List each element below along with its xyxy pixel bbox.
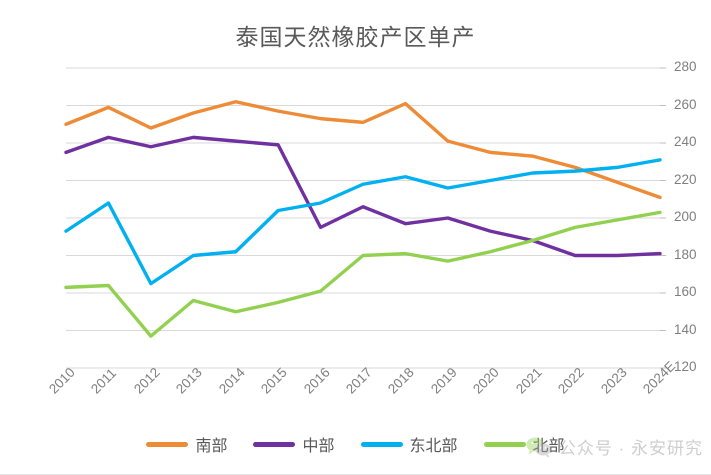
legend-swatch-icon xyxy=(483,441,526,447)
legend-label: 南部 xyxy=(195,438,228,455)
series-lines xyxy=(64,100,662,338)
gridlines xyxy=(66,67,666,369)
legend-item-北部[interactable]: 北部 xyxy=(483,432,565,456)
legend-item-南部[interactable]: 南部 xyxy=(146,432,227,456)
legend-label: 北部 xyxy=(532,438,565,455)
y-axis-tick-label: 260 xyxy=(674,96,697,112)
y-axis-tick-label: 220 xyxy=(674,171,697,187)
y-axis-tick-label: 200 xyxy=(674,209,697,224)
chart-title: 泰国天然橡胶产区单产 xyxy=(235,24,476,50)
legend-item-中部[interactable]: 中部 xyxy=(253,432,335,456)
series-line-北部 xyxy=(64,210,662,338)
series-line-中部 xyxy=(64,135,662,258)
legend-label: 东北部 xyxy=(409,438,458,455)
series-line-东北部 xyxy=(64,158,662,286)
y-axis-tick-label: 160 xyxy=(674,284,697,299)
legend-swatch-icon xyxy=(146,441,189,447)
legend-swatch-icon xyxy=(360,441,403,447)
series-line-南部 xyxy=(64,100,662,200)
y-axis-tick-label: 180 xyxy=(674,246,697,262)
y-axis-tick-label: 140 xyxy=(674,321,697,337)
legend-item-东北部[interactable]: 东北部 xyxy=(360,432,458,456)
y-axis-tick-label: 280 xyxy=(674,59,697,74)
chart-legend: 南部 中部 东北部 北部 xyxy=(0,432,711,456)
legend-swatch-icon xyxy=(253,441,296,447)
legend-label: 中部 xyxy=(302,438,335,455)
y-axis-tick-label: 240 xyxy=(674,134,697,149)
y-axis-tick-label: 120 xyxy=(674,359,697,374)
